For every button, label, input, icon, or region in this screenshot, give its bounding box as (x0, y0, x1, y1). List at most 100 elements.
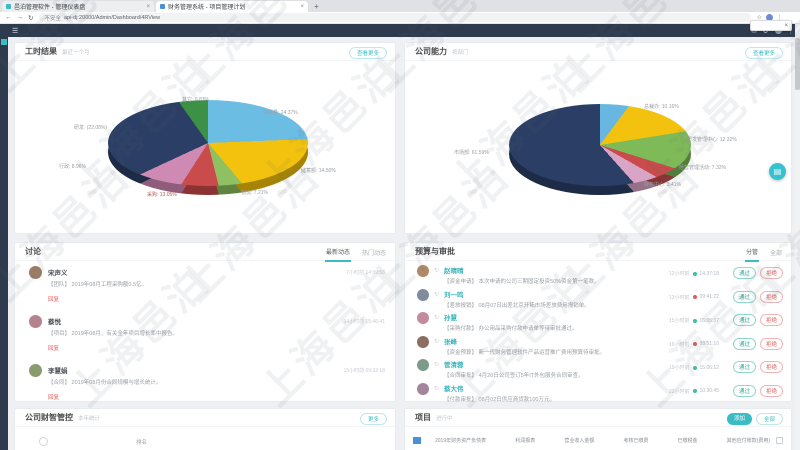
avatar (417, 312, 429, 324)
url-text: api-dj:20000/Admin/Dashboard/4RView (63, 14, 161, 21)
approval-row: ↻ 刘一鸣 【差旅报销】 08月07日出差北京开拓市场差旅费用报销单。 13小时… (405, 285, 791, 309)
reject-button[interactable]: 拒绝 (759, 361, 783, 373)
hamburger-icon[interactable]: ☰ (12, 27, 19, 35)
approve-button[interactable]: 通过 (732, 361, 756, 373)
date-label: 13小时前 (668, 294, 690, 301)
user-name: 李慧娟 (48, 368, 68, 375)
reject-button[interactable]: 拒绝 (759, 267, 783, 279)
avatar (417, 335, 429, 348)
reply-link[interactable]: 回复 (48, 346, 60, 352)
pie-surface (108, 100, 308, 186)
tab-assigned[interactable]: 分管 (744, 242, 759, 262)
status-dot (692, 295, 697, 299)
browser-tab-2[interactable]: 财务管理系统 - 项目管理计划 × (156, 1, 308, 12)
floating-action-button[interactable]: ▤ (769, 163, 786, 180)
reply-link[interactable]: 回复 (48, 297, 60, 303)
tab-hot[interactable]: 热门动态 (361, 251, 386, 257)
browser-tab-1[interactable]: 邑泊管理软件 - 管理仪表盘 × (2, 1, 154, 12)
more-button[interactable]: 查看更多 (744, 47, 783, 59)
panel-work-hours: 工时结果 最近一个月 查看更多 消耗量: 24.37% 储蓄额: 14.50% 物流… (14, 42, 396, 234)
status-dot (692, 389, 697, 393)
reject-button[interactable]: 拒绝 (759, 314, 783, 326)
message-text: 【项目】 2019年08月，有关全年项目增长率中报告。 (48, 331, 178, 337)
panel-approval: 预算与审批 分管 全部 ↻ 赵晴晴 【资金申请】 本次申请的公司三期固定投资50… (404, 242, 792, 403)
discussion-row: 李慧娟 【合同】 2019年08月份合同规模与增长统计。 回复 15小时前 09… (15, 359, 395, 408)
timestamp: 15小时前 09:32:18 (343, 368, 385, 374)
refresh-icon: ↻ (434, 291, 440, 298)
approve-button[interactable]: 通过 (732, 290, 756, 303)
scrollbar-thumb[interactable] (795, 38, 800, 90)
avatar (417, 265, 429, 277)
status-dot (692, 365, 697, 370)
pie-slice-label: 储蓄额: 14.50% (301, 168, 336, 174)
avatar (417, 288, 429, 301)
reject-button[interactable]: 拒绝 (759, 337, 783, 350)
panel-projects: 项目 进行中 添加 全部 2019年财务资产负债表 利润报表 营业收入金额 考核已缴费… (404, 408, 792, 450)
mail-icon[interactable]: ✉ (751, 27, 757, 35)
table-column-header: 营业收入金额 (564, 438, 595, 444)
table-column-header: 其他应付账款(费用) (726, 438, 770, 444)
all-button[interactable]: 全部 (755, 413, 783, 425)
avatar (29, 315, 42, 328)
approve-button[interactable]: 通过 (732, 384, 756, 397)
panel-subtitle: 本年统计 (78, 415, 101, 422)
table-column-header: 考核已缴费 (623, 438, 649, 444)
reply-link[interactable]: 回复 (48, 395, 60, 401)
time-label: 09:41:22 (699, 294, 719, 300)
more-button[interactable]: 查看更多 (348, 47, 387, 59)
browser-menu-icon[interactable]: ⋮ (776, 15, 783, 21)
reject-button[interactable]: 拒绝 (759, 384, 783, 397)
rank-column-header: 排名 (136, 439, 148, 446)
bookmark-star-icon[interactable]: ☆ (756, 15, 762, 21)
collapsed-sidebar[interactable] (0, 24, 8, 450)
add-button[interactable]: 添加 (726, 413, 752, 425)
approval-row: ↻ 孙慧 【采购付款】 办公用品采购付款申请单等待审批通过。 15小时前 16:… (405, 308, 791, 332)
user-name: 宋声义 (48, 270, 68, 277)
gear-icon[interactable]: ⚙ (762, 27, 769, 35)
refresh-icon: ↻ (434, 338, 440, 345)
tab-title: 邑泊管理软件 - 管理仪表盘 (14, 5, 86, 11)
refresh-icon: ↻ (434, 385, 440, 392)
pager-icon[interactable] (776, 437, 783, 444)
forward-icon[interactable]: → (16, 14, 24, 21)
approve-button[interactable]: 通过 (732, 267, 756, 279)
more-button[interactable]: 更多 (359, 413, 387, 425)
avatar (417, 382, 429, 395)
browser-profile-avatar[interactable] (765, 14, 773, 21)
favicon-icon (6, 4, 11, 9)
panel-title: 预算与审批 (415, 247, 455, 256)
new-tab-button[interactable]: + (314, 2, 319, 11)
user-name: 张峰 (444, 338, 458, 346)
url-input[interactable]: 不安全 api-dj:20000/Admin/Dashboard/4RView (39, 13, 752, 22)
security-label: 不安全 (44, 15, 61, 22)
browser-tab-strip: 邑泊管理软件 - 管理仪表盘 × 财务管理系统 - 项目管理计划 × + (0, 0, 800, 12)
reject-button[interactable]: 拒绝 (759, 290, 783, 303)
back-icon[interactable]: ← (5, 14, 12, 21)
user-name: 赵晴晴 (444, 268, 464, 275)
more-dots-icon[interactable]: ⋮ (787, 27, 795, 35)
tab-title: 财务管理系统 - 项目管理计划 (168, 5, 246, 11)
refresh-icon: ↻ (434, 268, 440, 274)
user-name: 蔡大伟 (444, 385, 464, 393)
scrollbar-track[interactable] (795, 24, 800, 450)
user-name: 孙慧 (444, 315, 458, 322)
close-icon[interactable]: × (146, 3, 150, 10)
close-icon[interactable]: × (784, 22, 788, 29)
timestamp: 7小时前 14:09:56 (346, 270, 385, 276)
user-name: 刘一鸣 (444, 291, 464, 299)
list-icon: ▤ (773, 166, 782, 176)
pie-slice-label: 研发管理中心: 12.32% (687, 137, 737, 143)
close-icon[interactable]: × (300, 3, 304, 10)
reload-icon[interactable]: ↻ (28, 14, 34, 22)
date-label: 22小时前 (668, 388, 690, 395)
approve-button[interactable]: 通过 (732, 314, 756, 326)
status-dot (692, 342, 697, 346)
app-navbar: ☰ ✉ ⚙ ⋮ (0, 24, 800, 37)
favicon-icon (160, 4, 165, 9)
tab-latest[interactable]: 最新动态 (324, 242, 351, 262)
tab-all[interactable]: 全部 (769, 251, 782, 257)
table-column-header: 已缴税金 (677, 438, 698, 444)
work-hours-pie-chart (108, 100, 308, 195)
approve-button[interactable]: 通过 (732, 337, 756, 350)
